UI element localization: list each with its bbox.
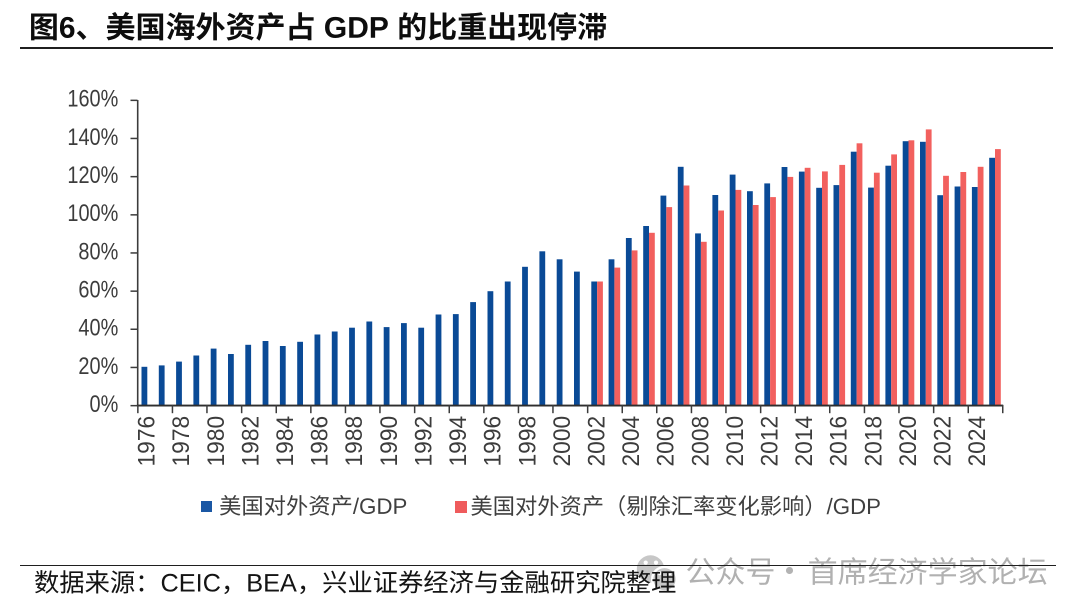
svg-text:0%: 0% — [90, 390, 119, 417]
svg-text:40%: 40% — [78, 314, 118, 341]
svg-text:1984: 1984 — [272, 416, 299, 467]
svg-text:2008: 2008 — [687, 416, 714, 467]
svg-text:2006: 2006 — [652, 416, 679, 467]
svg-text:2002: 2002 — [583, 416, 610, 467]
svg-text:2004: 2004 — [618, 416, 645, 467]
svg-text:1986: 1986 — [306, 416, 333, 467]
svg-text:2014: 2014 — [791, 416, 818, 467]
svg-text:100%: 100% — [67, 199, 118, 226]
svg-text:1994: 1994 — [445, 416, 472, 467]
svg-text:1990: 1990 — [375, 416, 402, 467]
svg-text:1978: 1978 — [168, 416, 195, 467]
svg-text:140%: 140% — [67, 123, 118, 150]
svg-text:1982: 1982 — [237, 416, 264, 467]
svg-text:2022: 2022 — [929, 416, 956, 467]
svg-text:1980: 1980 — [202, 416, 229, 467]
svg-text:1998: 1998 — [514, 416, 541, 467]
svg-text:80%: 80% — [78, 238, 118, 265]
svg-text:60%: 60% — [78, 276, 118, 303]
svg-text:1992: 1992 — [410, 416, 437, 467]
svg-text:2000: 2000 — [548, 416, 575, 467]
svg-text:1988: 1988 — [341, 416, 368, 467]
svg-text:160%: 160% — [67, 85, 118, 112]
svg-text:2016: 2016 — [825, 416, 852, 467]
svg-text:2012: 2012 — [756, 416, 783, 467]
svg-text:2024: 2024 — [964, 416, 991, 467]
svg-text:1976: 1976 — [133, 416, 160, 467]
svg-text:2010: 2010 — [721, 416, 748, 467]
svg-text:120%: 120% — [67, 161, 118, 188]
svg-text:2018: 2018 — [860, 416, 887, 467]
svg-text:20%: 20% — [78, 352, 118, 379]
svg-text:2020: 2020 — [894, 416, 921, 467]
svg-text:1996: 1996 — [479, 416, 506, 467]
